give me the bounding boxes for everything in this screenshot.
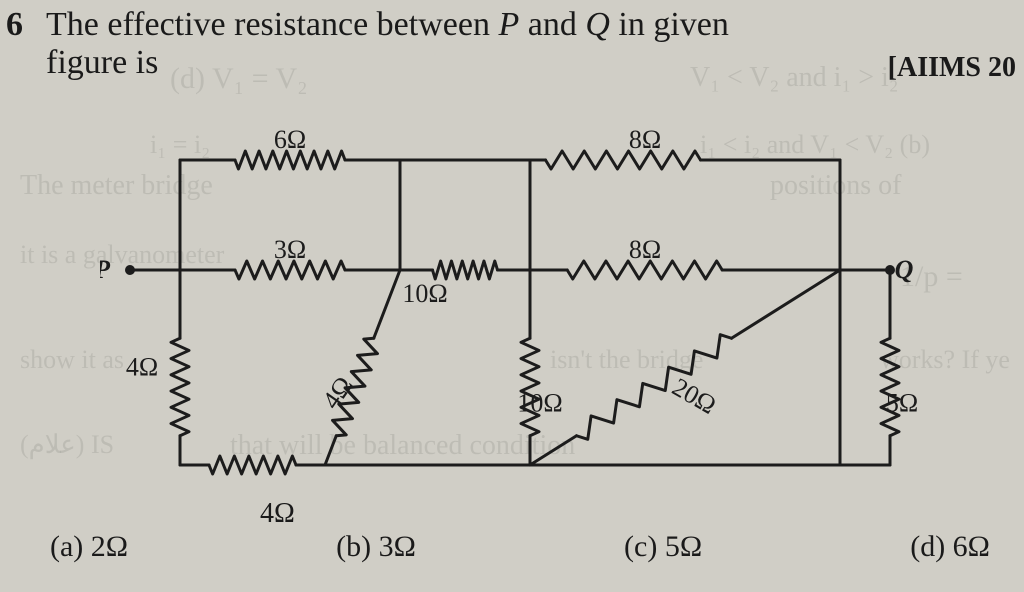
answer-options: (a) 2Ω (b) 3Ω (c) 5Ω (d) 6Ω <box>50 530 990 580</box>
q-term-Q: Q <box>585 6 610 43</box>
svg-text:Q: Q <box>895 255 914 284</box>
q-mid: and <box>519 6 585 43</box>
option-a: (a) 2Ω <box>50 530 128 580</box>
option-d: (d) 6Ω <box>910 530 990 580</box>
svg-text:8Ω: 8Ω <box>629 125 661 154</box>
bottom-resistor-label: 4Ω <box>260 498 295 530</box>
svg-text:10Ω: 10Ω <box>402 279 447 308</box>
svg-text:20Ω: 20Ω <box>667 372 721 420</box>
q-suffix: in given <box>610 6 729 43</box>
option-c: (c) 5Ω <box>624 530 702 580</box>
question-number: 6 <box>6 6 23 44</box>
q-prefix: The effective resistance between <box>46 6 498 43</box>
svg-text:3Ω: 3Ω <box>274 235 306 264</box>
source-tag: [AIIMS 20 <box>888 52 1016 84</box>
svg-text:P: P <box>100 255 111 284</box>
q-term-P: P <box>498 6 519 43</box>
svg-text:8Ω: 8Ω <box>629 235 661 264</box>
svg-text:10Ω: 10Ω <box>517 389 562 418</box>
svg-text:4Ω: 4Ω <box>126 353 158 382</box>
q-line2: figure is <box>46 44 158 81</box>
option-b: (b) 3Ω <box>336 530 416 580</box>
svg-text:6Ω: 6Ω <box>274 125 306 154</box>
question-text: The effective resistance between P and Q… <box>46 6 729 82</box>
svg-text:5Ω: 5Ω <box>886 389 918 418</box>
circuit-diagram: 6Ω 3Ω 10Ω 8Ω 8Ω 4Ω 4Ω 10Ω 20Ω 5Ω P Q <box>100 100 920 480</box>
svg-text:4Ω: 4Ω <box>316 371 358 414</box>
